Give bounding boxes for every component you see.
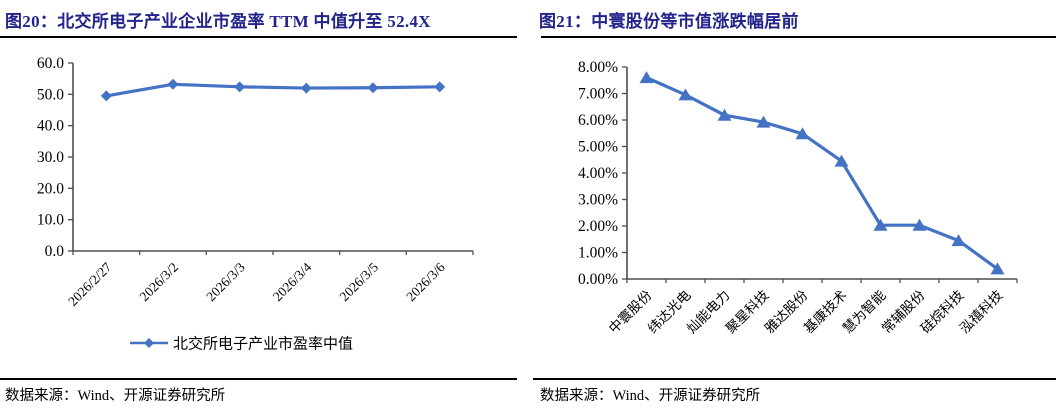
y-tick-label: 7.00% bbox=[578, 86, 618, 103]
series-line bbox=[104, 82, 442, 98]
triangle-marker bbox=[834, 154, 849, 167]
y-tick-label: 40.0 bbox=[37, 118, 64, 135]
category-label: 2026/3/4 bbox=[270, 259, 315, 304]
category-label: 2026/3/3 bbox=[203, 259, 248, 304]
figure-21-source: 数据来源：Wind、开源证券研究所 bbox=[540, 388, 761, 404]
category-label: 2026/2/27 bbox=[65, 259, 114, 308]
figure-21-title-rule bbox=[541, 36, 1056, 38]
y-tick-label: 0.0 bbox=[45, 243, 65, 260]
y-tick-label: 30.0 bbox=[37, 149, 64, 166]
y-tick-label: 20.0 bbox=[37, 180, 64, 197]
y-tick-label: 50.0 bbox=[37, 86, 64, 103]
triangle-marker bbox=[951, 234, 966, 247]
figure-21-source-rule bbox=[533, 378, 1056, 380]
triangle-marker bbox=[990, 262, 1005, 275]
diamond-marker bbox=[434, 81, 446, 93]
diamond-marker bbox=[234, 81, 246, 93]
y-tick-label: 3.00% bbox=[578, 192, 618, 209]
diamond-marker bbox=[300, 82, 312, 94]
category-label: 泓禧科技 bbox=[957, 287, 1006, 336]
legend-label: 北交所电子产业市盈率中值 bbox=[173, 335, 353, 353]
pe-ttm-line-chart: 0.0 10.0 20.0 30.0 40.0 50.0 60.0 2026/2/27 2026… bbox=[37, 55, 474, 353]
triangle-marker bbox=[717, 108, 732, 121]
legend-marker bbox=[144, 338, 154, 348]
y-tick-label: 2.00% bbox=[578, 218, 618, 235]
y-tick-label: 5.00% bbox=[578, 139, 618, 156]
series-line bbox=[644, 75, 1000, 271]
triangle-marker bbox=[873, 218, 888, 231]
figure-21-title: 图21：中寰股份等市值涨跌幅居前 bbox=[539, 12, 799, 31]
triangle-marker bbox=[912, 218, 927, 231]
figure-20-title-rule bbox=[0, 36, 517, 38]
category-label: 2026/3/2 bbox=[137, 260, 182, 305]
triangle-marker bbox=[639, 71, 654, 84]
y-tick-label: 10.0 bbox=[37, 212, 64, 229]
diamond-marker bbox=[167, 78, 179, 90]
figure-20-pe-ttm: 图20：北交所电子产业企业市盈率 TTM 中值升至 52.4X 0.0 10.0 2… bbox=[0, 12, 517, 404]
y-tick-label: 8.00% bbox=[578, 59, 618, 76]
y-tick-label: 4.00% bbox=[578, 165, 618, 182]
market-cap-change-line-chart: 0.00% 1.00% 2.00% 3.00% 4.00% 5.00% 6.00% 7.00%… bbox=[578, 59, 1018, 336]
y-tick-label: 0.00% bbox=[578, 271, 618, 288]
figure-20-source-rule bbox=[0, 378, 517, 380]
y-tick-label: 60.0 bbox=[37, 55, 64, 72]
triangle-marker bbox=[756, 115, 771, 128]
category-label: 2026/3/5 bbox=[337, 259, 382, 304]
diamond-marker bbox=[367, 82, 379, 94]
triangle-marker bbox=[678, 88, 693, 101]
figure-21-market-cap-change: 图21：中寰股份等市值涨跌幅居前 0.00% 1.00% 2.00% 3.00% 4.0… bbox=[530, 0, 1060, 414]
diamond-marker bbox=[100, 90, 112, 102]
figure-20-source: 数据来源：Wind、开源证券研究所 bbox=[5, 388, 226, 404]
category-label: 2026/3/6 bbox=[403, 259, 448, 304]
y-tick-label: 1.00% bbox=[578, 245, 618, 262]
figure-20-title: 图20：北交所电子产业企业市盈率 TTM 中值升至 52.4X bbox=[5, 12, 431, 31]
y-tick-label: 6.00% bbox=[578, 112, 618, 129]
triangle-marker bbox=[795, 127, 810, 140]
